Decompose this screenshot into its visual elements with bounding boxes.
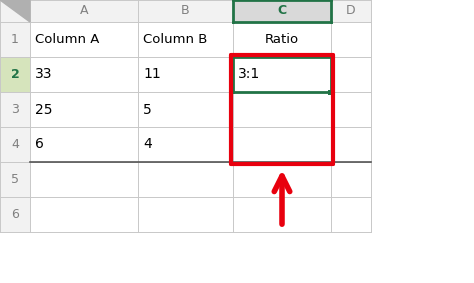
Bar: [138, 22, 233, 57]
Bar: [0, 0, 30, 22]
Bar: [30, 0, 138, 22]
Bar: [30, 57, 138, 92]
Text: C: C: [277, 5, 287, 18]
Text: 11: 11: [143, 68, 161, 82]
Text: 2: 2: [10, 68, 19, 81]
Text: 5: 5: [143, 102, 152, 117]
Bar: [0, 57, 30, 92]
Bar: [233, 0, 331, 22]
Bar: [233, 162, 331, 197]
Text: B: B: [181, 5, 190, 18]
Bar: [331, 22, 371, 57]
Text: 6: 6: [35, 138, 44, 151]
Bar: [233, 197, 331, 232]
Bar: [138, 197, 233, 232]
Bar: [138, 57, 233, 92]
Text: Ratio: Ratio: [265, 33, 299, 46]
Text: 4: 4: [11, 138, 19, 151]
Bar: [233, 22, 331, 57]
Text: 25: 25: [35, 102, 53, 117]
Bar: [0, 92, 30, 127]
Bar: [138, 127, 233, 162]
Text: Column A: Column A: [35, 33, 100, 46]
Bar: [331, 197, 371, 232]
Bar: [331, 127, 371, 162]
Bar: [30, 92, 138, 127]
Bar: [30, 22, 138, 57]
Text: 3: 3: [11, 103, 19, 116]
Bar: [233, 92, 331, 127]
Bar: [331, 57, 371, 92]
Bar: [233, 57, 331, 92]
Text: 33: 33: [35, 68, 53, 82]
Bar: [30, 197, 138, 232]
Text: D: D: [346, 5, 356, 18]
Text: Column B: Column B: [143, 33, 207, 46]
Text: 1: 1: [11, 33, 19, 46]
Bar: [233, 127, 331, 162]
Bar: [30, 162, 138, 197]
Bar: [0, 197, 30, 232]
Text: A: A: [80, 5, 88, 18]
Bar: [0, 22, 30, 57]
Polygon shape: [0, 0, 30, 22]
Bar: [331, 92, 371, 127]
Text: 3:1: 3:1: [238, 68, 260, 82]
Text: 4: 4: [143, 138, 152, 151]
Bar: [0, 127, 30, 162]
Bar: [0, 162, 30, 197]
Text: 5: 5: [11, 173, 19, 186]
Bar: [138, 162, 233, 197]
Bar: [331, 162, 371, 197]
Bar: [328, 89, 334, 95]
Bar: [30, 127, 138, 162]
Bar: [331, 0, 371, 22]
Text: 6: 6: [11, 208, 19, 221]
Bar: [138, 0, 233, 22]
Bar: [138, 92, 233, 127]
